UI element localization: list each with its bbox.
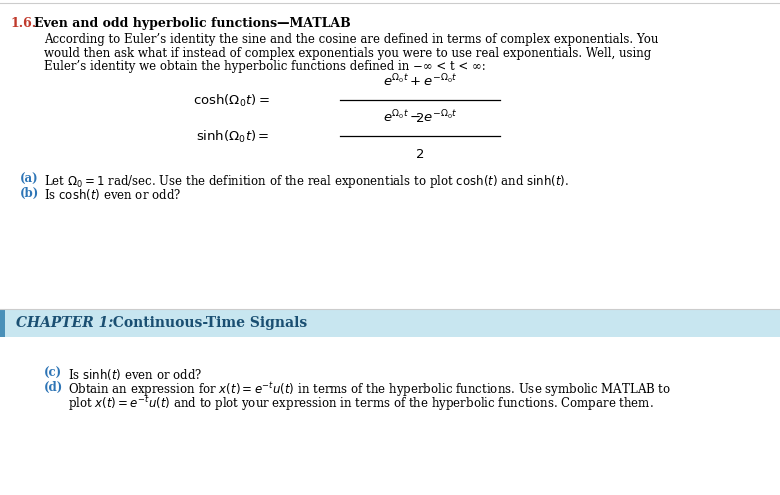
Text: (c): (c)	[44, 367, 62, 380]
Text: (a): (a)	[20, 173, 39, 186]
Text: Continuous-Time Signals: Continuous-Time Signals	[103, 316, 307, 330]
Text: CHAPTER 1:: CHAPTER 1:	[16, 316, 113, 330]
Bar	[0, 309, 5, 337]
Text: Let $\Omega_0 = 1$ rad/sec. Use the definition of the real exponentials to plot : Let $\Omega_0 = 1$ rad/sec. Use the defi…	[44, 173, 569, 190]
Text: $e^{\Omega_0 t} + e^{-\Omega_0 t}$: $e^{\Omega_0 t} + e^{-\Omega_0 t}$	[383, 72, 457, 89]
Text: would then ask what if instead of complex exponentials you were to use real expo: would then ask what if instead of comple…	[44, 47, 651, 59]
Text: (d): (d)	[44, 381, 63, 394]
Text: (b): (b)	[20, 187, 39, 199]
Text: Obtain an expression for $x(t) = e^{-t}u(t)$ in terms of the hyperbolic function: Obtain an expression for $x(t) = e^{-t}u…	[68, 381, 671, 399]
Text: $\mathrm{sinh}(\Omega_0 t) = $: $\mathrm{sinh}(\Omega_0 t) = $	[197, 128, 270, 145]
Text: Euler’s identity we obtain the hyperbolic functions defined in −∞ < t < ∞:: Euler’s identity we obtain the hyperboli…	[44, 60, 486, 73]
Text: plot $x(t) = e^{-t}u(t)$ and to plot your expression in terms of the hyperbolic : plot $x(t) = e^{-t}u(t)$ and to plot you…	[68, 394, 654, 413]
Bar	[0, 309, 780, 337]
Text: Is $\mathrm{cosh}(t)$ even or odd?: Is $\mathrm{cosh}(t)$ even or odd?	[44, 187, 181, 201]
Text: 1.6.: 1.6.	[10, 17, 36, 30]
Text: Is $\mathrm{sinh}(t)$ even or odd?: Is $\mathrm{sinh}(t)$ even or odd?	[68, 367, 202, 382]
Text: $e^{\Omega_0 t} - e^{-\Omega_0 t}$: $e^{\Omega_0 t} - e^{-\Omega_0 t}$	[383, 108, 457, 125]
Text: Even and odd hyperbolic functions—MATLAB: Even and odd hyperbolic functions—MATLAB	[34, 17, 351, 30]
Text: $2$: $2$	[416, 112, 424, 125]
Bar	[0, 337, 780, 495]
Text: $2$: $2$	[416, 148, 424, 161]
Text: $\mathrm{cosh}(\Omega_0 t) = $: $\mathrm{cosh}(\Omega_0 t) = $	[193, 93, 270, 108]
Text: According to Euler’s identity the sine and the cosine are defined in terms of co: According to Euler’s identity the sine a…	[44, 33, 658, 46]
